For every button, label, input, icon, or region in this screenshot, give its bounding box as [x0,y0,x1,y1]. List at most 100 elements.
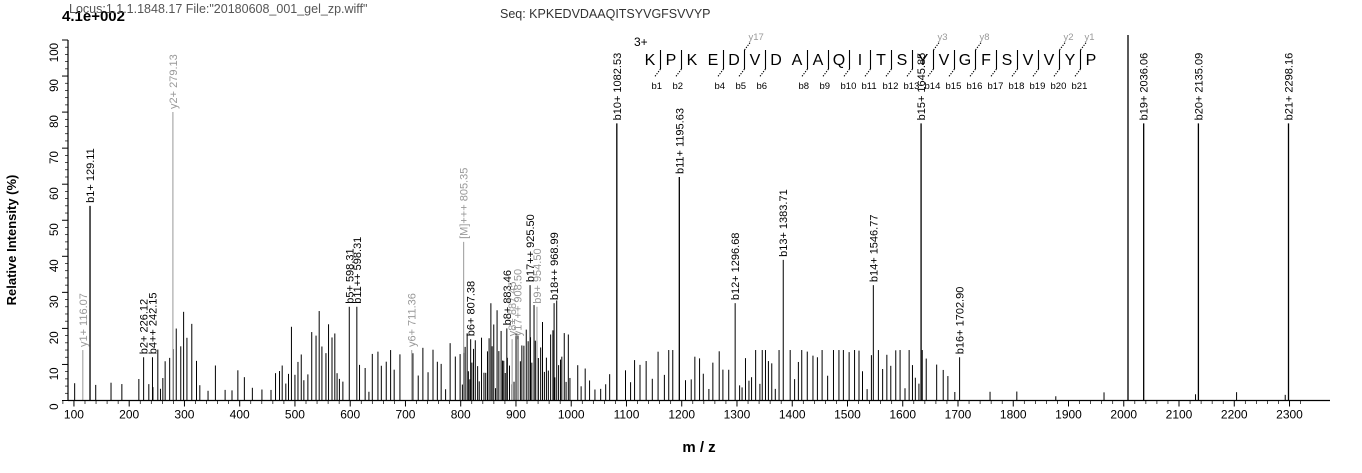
svg-text:b18: b18 [1009,81,1025,92]
svg-text:E: E [708,52,719,69]
svg-text:S: S [897,52,908,69]
svg-text:Y: Y [1065,52,1076,69]
svg-text:100: 100 [49,43,61,62]
svg-text:b9: b9 [820,81,831,92]
svg-text:600: 600 [340,408,360,422]
svg-text:b16: b16 [967,81,983,92]
svg-text:10: 10 [49,367,61,380]
svg-text:0: 0 [49,404,61,410]
svg-text:b15: b15 [946,81,962,92]
svg-text:V: V [1044,52,1055,69]
svg-text:y1: y1 [1085,32,1095,43]
svg-text:D: D [728,52,740,69]
svg-text:b18++ 968.99: b18++ 968.99 [549,232,561,300]
svg-text:y17++ 908.50: y17++ 908.50 [513,269,525,336]
svg-text:100: 100 [64,408,84,422]
svg-text:50: 50 [49,223,61,236]
svg-text:K: K [687,52,698,69]
svg-text:V: V [939,52,950,69]
svg-text:3+: 3+ [634,35,648,49]
svg-text:b12: b12 [883,81,899,92]
svg-text:b19: b19 [1030,81,1046,92]
svg-text:Relative Intensity (%): Relative Intensity (%) [4,175,19,306]
svg-text:A: A [792,52,803,69]
svg-text:800: 800 [451,408,471,422]
svg-text:Locus:1.1.1.1848.17 File:"2018: Locus:1.1.1.1848.17 File:"20180608_001_g… [69,2,367,16]
svg-text:y3: y3 [938,32,948,43]
svg-text:K: K [645,52,656,69]
svg-text:30: 30 [49,295,61,308]
svg-text:Y: Y [918,52,929,69]
svg-text:90: 90 [49,79,61,92]
svg-text:b14: b14 [925,81,941,92]
svg-text:y17: y17 [749,32,764,43]
svg-text:1900: 1900 [1055,408,1082,422]
svg-text:60: 60 [49,187,61,200]
svg-text:Seq: KPKEDVDAAQITSYVGFSVVYP: Seq: KPKEDVDAAQITSYVGFSVVYP [500,7,711,21]
svg-text:I: I [858,52,862,69]
svg-text:20: 20 [49,331,61,344]
svg-text:V: V [1023,52,1034,69]
svg-text:500: 500 [285,408,305,422]
svg-text:b19+ 2036.06: b19+ 2036.06 [1139,53,1151,121]
svg-text:[M]+++ 805.35: [M]+++ 805.35 [459,168,471,239]
svg-text:m / z: m / z [682,439,715,456]
svg-text:y1+ 116.07: y1+ 116.07 [78,293,90,347]
svg-text:y2+ 279.13: y2+ 279.13 [168,54,180,109]
svg-text:b10: b10 [841,81,857,92]
svg-text:2200: 2200 [1221,408,1248,422]
svg-text:2100: 2100 [1166,408,1193,422]
svg-text:80: 80 [49,115,61,128]
svg-text:1700: 1700 [945,408,972,422]
svg-text:b4: b4 [715,81,726,92]
svg-text:1100: 1100 [614,408,640,422]
svg-text:b13: b13 [904,81,920,92]
svg-text:1000: 1000 [558,408,585,422]
svg-text:700: 700 [395,408,415,422]
svg-text:b1: b1 [652,81,663,92]
svg-text:b17: b17 [988,81,1004,92]
svg-text:b5: b5 [736,81,747,92]
svg-text:b13+ 1383.71: b13+ 1383.71 [778,189,790,257]
svg-text:200: 200 [119,408,139,422]
svg-text:b11++ 598.31: b11++ 598.31 [352,237,364,304]
svg-text:b6: b6 [757,81,768,92]
svg-text:y6+ 711.36: y6+ 711.36 [407,293,419,347]
svg-text:A: A [813,52,824,69]
svg-text:P: P [1086,52,1097,69]
svg-text:T: T [876,52,886,69]
svg-text:b21+ 2298.16: b21+ 2298.16 [1284,53,1296,121]
svg-text:2000: 2000 [1110,408,1137,422]
svg-text:70: 70 [49,151,61,164]
svg-text:b12+ 1296.68: b12+ 1296.68 [730,233,742,301]
svg-text:1800: 1800 [1000,408,1027,422]
svg-text:300: 300 [174,408,194,422]
svg-text:b1+ 129.11: b1+ 129.11 [85,148,97,203]
svg-text:F: F [981,52,991,69]
svg-text:b21: b21 [1072,81,1088,92]
svg-text:b20+ 2135.09: b20+ 2135.09 [1193,53,1205,121]
svg-text:b11: b11 [862,81,877,92]
svg-text:b4++ 242.15: b4++ 242.15 [147,292,159,354]
svg-text:y2: y2 [1064,32,1074,43]
svg-text:V: V [750,52,761,69]
svg-text:b16+ 1702.90: b16+ 1702.90 [955,287,967,355]
svg-text:400: 400 [230,408,250,422]
svg-text:b6+ 807.38: b6+ 807.38 [466,281,478,336]
svg-text:b2: b2 [673,81,684,92]
svg-text:900: 900 [506,408,526,422]
svg-text:1500: 1500 [834,408,861,422]
svg-text:G: G [959,52,971,69]
svg-text:Q: Q [833,52,845,69]
svg-text:2300: 2300 [1276,408,1303,422]
svg-text:1200: 1200 [668,408,695,422]
svg-text:1600: 1600 [889,408,916,422]
svg-text:b14+ 1546.77: b14+ 1546.77 [868,215,880,283]
svg-text:b9+ 954.50: b9+ 954.50 [532,248,544,303]
svg-text:S: S [1002,52,1013,69]
svg-text:D: D [770,52,782,69]
svg-text:1400: 1400 [779,408,806,422]
svg-text:b10+ 1082.53: b10+ 1082.53 [612,53,624,121]
svg-text:b20: b20 [1051,81,1067,92]
svg-text:b8: b8 [799,81,810,92]
